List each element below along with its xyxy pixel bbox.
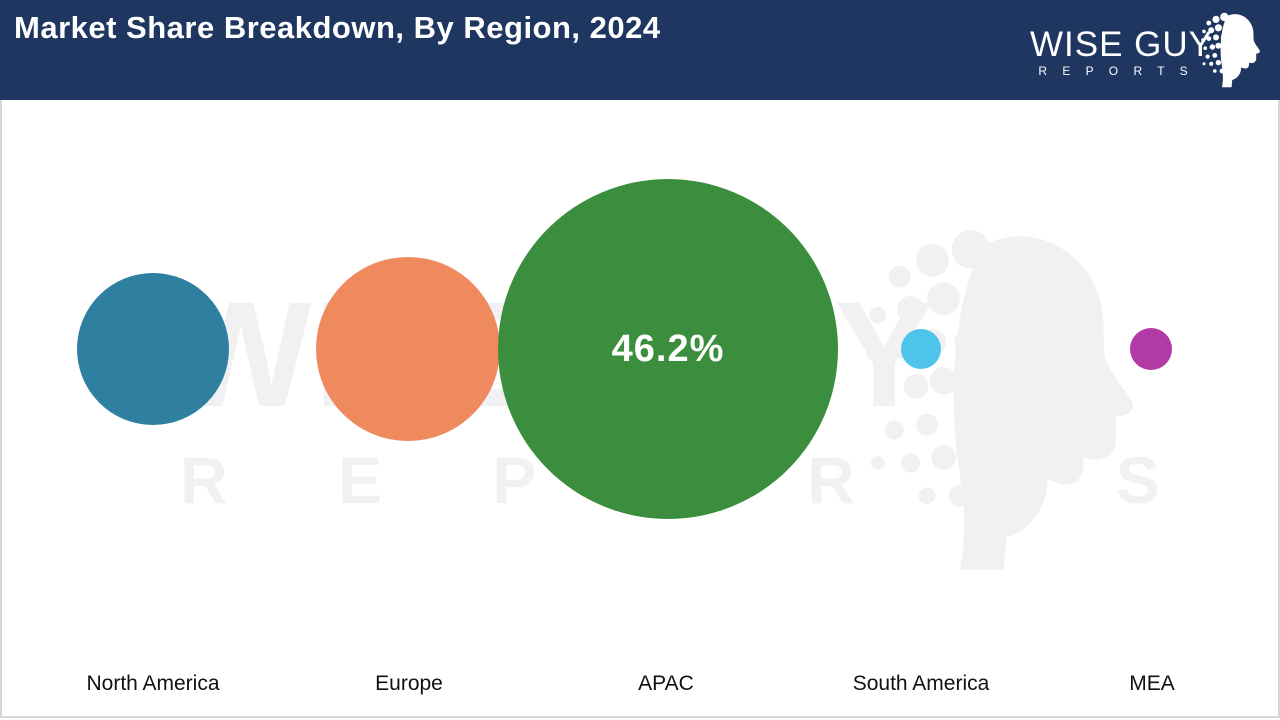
category-label-north-america: North America (86, 672, 220, 695)
header-bar: Market Share Breakdown, By Region, 2024 … (0, 0, 1280, 100)
bubble-value-label: 46.2% (611, 327, 725, 370)
brand-logo: WISE GUY R E P O R T S (1026, 4, 1266, 96)
category-label-south-america: South America (852, 672, 990, 695)
category-label-mea: MEA (1129, 672, 1175, 695)
logo-wordmark: WISE GUY (1030, 25, 1214, 64)
bubble-mea (1130, 328, 1172, 370)
category-label-europe: Europe (375, 672, 443, 695)
category-label-apac: APAC (638, 672, 694, 695)
bubble-north-america (77, 273, 229, 425)
bubble-apac: 46.2% (498, 179, 838, 519)
logo-subtext: R E P O R T S (1038, 64, 1194, 78)
page-title: Market Share Breakdown, By Region, 2024 (14, 10, 661, 45)
bubble-europe (316, 257, 500, 441)
